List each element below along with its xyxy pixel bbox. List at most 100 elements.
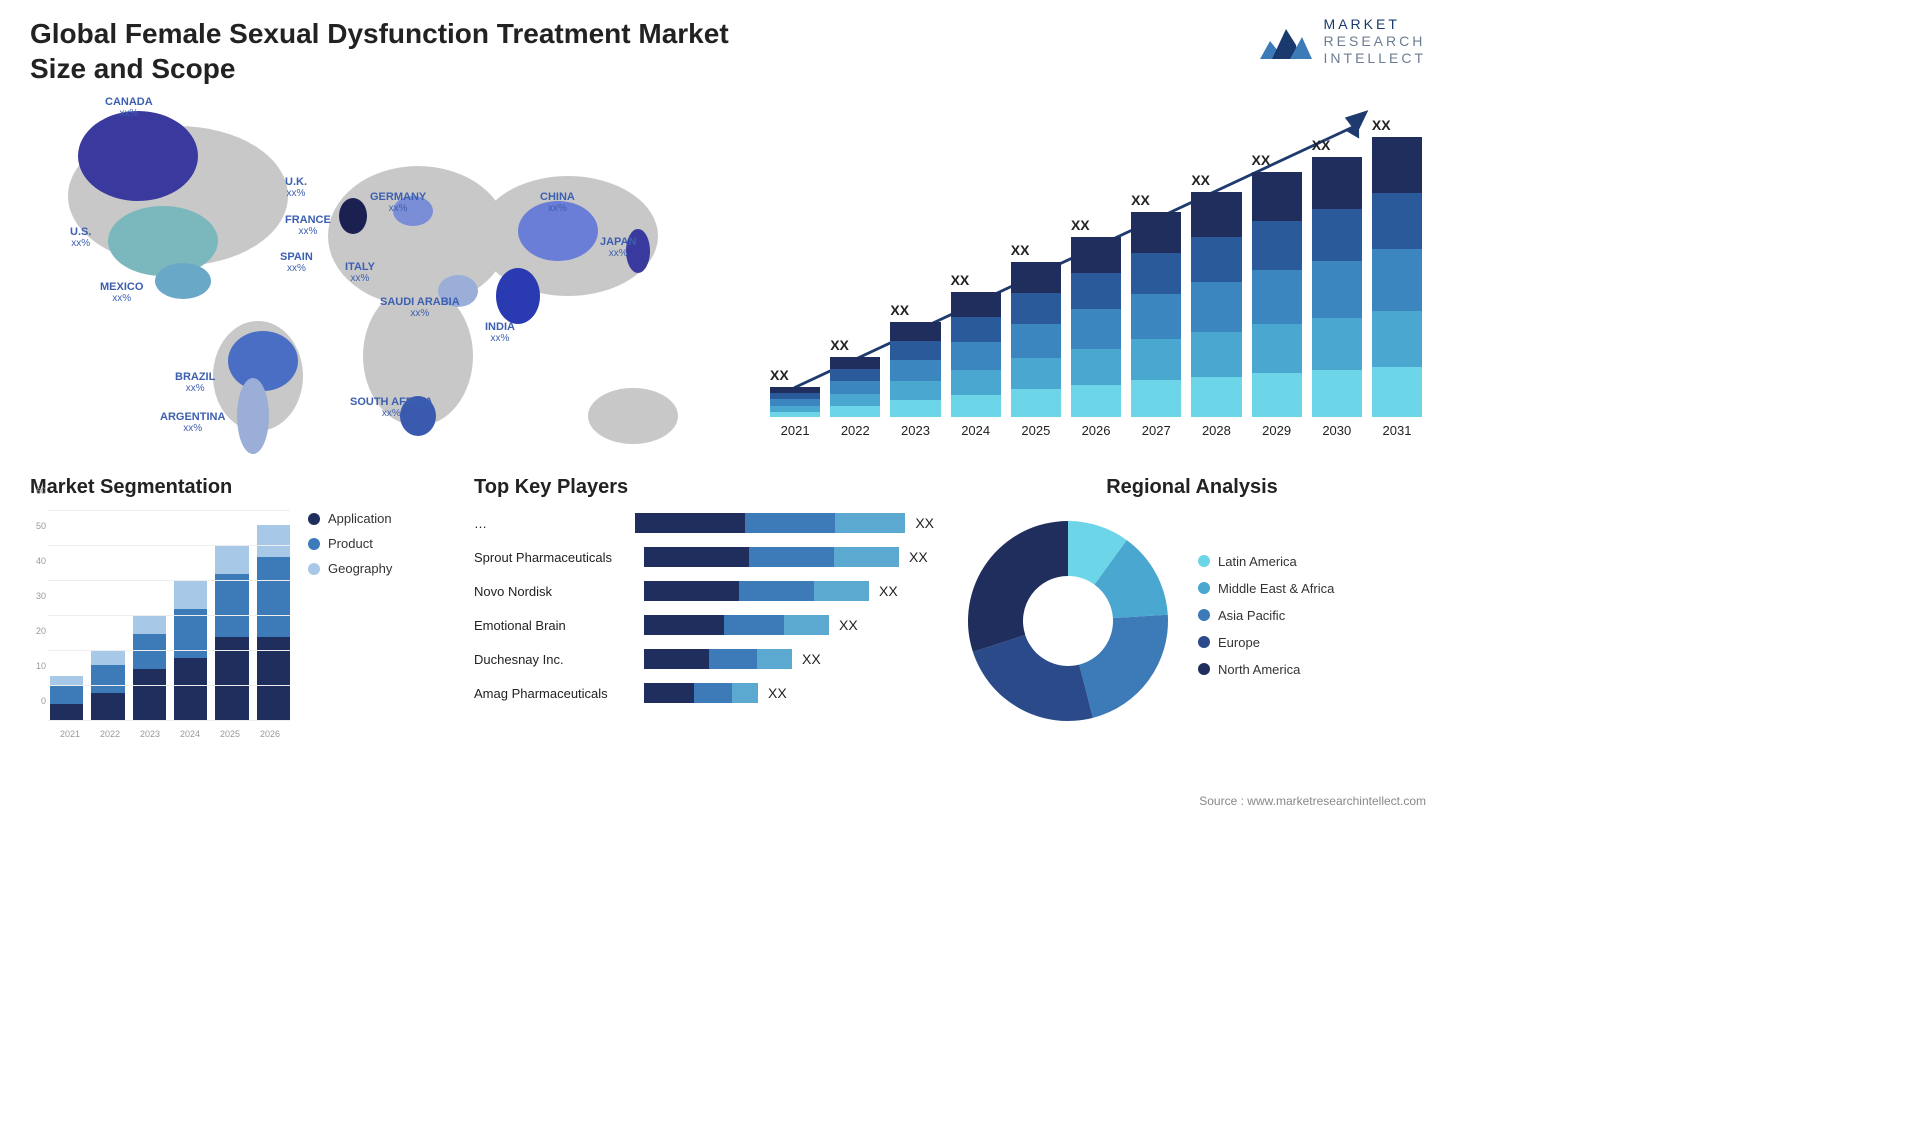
country-label: MEXICOxx% — [100, 281, 143, 304]
player-name: Sprout Pharmaceuticals — [474, 550, 644, 565]
growth-bar: XX2031 — [1372, 137, 1422, 438]
growth-bar-value: XX — [830, 337, 849, 353]
segmentation-panel: Market Segmentation 0102030405060 202120… — [30, 476, 450, 741]
logo-mark-icon — [1258, 19, 1314, 63]
player-row: … XX — [474, 511, 934, 535]
legend-item: Asia Pacific — [1198, 608, 1334, 623]
segmentation-bar — [91, 651, 124, 721]
regional-title: Regional Analysis — [958, 476, 1426, 499]
key-players-title: Top Key Players — [474, 476, 934, 499]
growth-bar: XX2025 — [1011, 262, 1061, 438]
legend-item: North America — [1198, 662, 1334, 677]
growth-bar-value: XX — [1011, 242, 1030, 258]
growth-bar-value: XX — [1131, 192, 1150, 208]
world-map: CANADAxx% U.S.xx% MEXICOxx% BRAZILxx% ARGENT… — [30, 96, 746, 466]
segmentation-bar — [133, 616, 166, 721]
growth-bar-year: 2031 — [1383, 423, 1412, 438]
regional-panel: Regional Analysis Latin America Middle Ea… — [958, 476, 1426, 741]
growth-bar-year: 2028 — [1202, 423, 1231, 438]
player-row: Duchesnay Inc.XX — [474, 647, 934, 671]
donut-slice — [1079, 615, 1168, 718]
country-label: SAUDI ARABIAxx% — [380, 296, 460, 319]
page-title: Global Female Sexual Dysfunction Treatme… — [30, 16, 770, 86]
legend-item: Europe — [1198, 635, 1334, 650]
country-label: U.K.xx% — [285, 176, 307, 199]
segmentation-bar — [50, 676, 83, 722]
player-name: … — [474, 516, 635, 531]
logo-text-1: MARKET — [1324, 16, 1426, 33]
player-value: XX — [915, 515, 934, 531]
player-name: Amag Pharmaceuticals — [474, 686, 644, 701]
country-label: SOUTH AFRICAxx% — [350, 396, 433, 419]
growth-bar-value: XX — [951, 272, 970, 288]
player-row: Emotional Brain XX — [474, 613, 934, 637]
segmentation-year: 2024 — [170, 729, 210, 739]
country-label: CANADAxx% — [105, 96, 153, 119]
growth-bar: XX2023 — [890, 322, 940, 438]
logo-text-2: RESEARCH — [1324, 33, 1426, 50]
player-row: Novo NordiskXX — [474, 579, 934, 603]
growth-bar-value: XX — [770, 367, 789, 383]
legend-item: Middle East & Africa — [1198, 581, 1334, 596]
country-label: ARGENTINAxx% — [160, 411, 225, 434]
donut-slice — [968, 521, 1068, 652]
growth-bar: XX2024 — [951, 292, 1001, 438]
growth-bar: XX2021 — [770, 387, 820, 438]
segmentation-bar — [215, 546, 248, 721]
segmentation-year: 2026 — [250, 729, 290, 739]
player-value: XX — [909, 549, 928, 565]
growth-bar-year: 2029 — [1262, 423, 1291, 438]
player-value: XX — [802, 651, 821, 667]
segmentation-year: 2025 — [210, 729, 250, 739]
player-value: XX — [879, 583, 898, 599]
key-players-chart: …XXSprout PharmaceuticalsXXNovo NordiskX… — [474, 511, 934, 705]
source-text: Source : www.marketresearchintellect.com — [1199, 794, 1426, 808]
growth-bar-value: XX — [1252, 152, 1271, 168]
growth-bar-year: 2021 — [781, 423, 810, 438]
segmentation-year: 2022 — [90, 729, 130, 739]
growth-bar-value: XX — [1191, 172, 1210, 188]
growth-bar-year: 2025 — [1021, 423, 1050, 438]
country-label: CHINAxx% — [540, 191, 575, 214]
logo-text-3: INTELLECT — [1324, 50, 1426, 67]
growth-bar: XX2029 — [1252, 172, 1302, 438]
regional-donut — [958, 511, 1178, 731]
growth-bar-value: XX — [1312, 137, 1331, 153]
regional-legend: Latin America Middle East & Africa Asia Pa… — [1198, 554, 1334, 689]
player-name: Emotional Brain — [474, 618, 644, 633]
country-label: U.S.xx% — [70, 226, 91, 249]
growth-bar: XX2026 — [1071, 237, 1121, 438]
player-value: XX — [839, 617, 858, 633]
country-label: BRAZILxx% — [175, 371, 215, 394]
legend-item: Application — [308, 511, 392, 526]
growth-bar-year: 2022 — [841, 423, 870, 438]
legend-item: Latin America — [1198, 554, 1334, 569]
growth-bar-year: 2026 — [1082, 423, 1111, 438]
growth-chart: XX2021XX2022XX2023XX2024XX2025XX2026XX20… — [766, 96, 1426, 466]
brand-logo: MARKET RESEARCH INTELLECT — [1258, 16, 1426, 66]
growth-bar-year: 2024 — [961, 423, 990, 438]
growth-bar: XX2027 — [1131, 212, 1181, 438]
player-row: Amag Pharmaceuticals XX — [474, 681, 934, 705]
country-label: INDIAxx% — [485, 321, 515, 344]
growth-bar: XX2030 — [1312, 157, 1362, 438]
growth-bar-value: XX — [1372, 117, 1391, 133]
country-label: GERMANYxx% — [370, 191, 426, 214]
country-label: SPAINxx% — [280, 251, 313, 274]
growth-bar: XX2028 — [1191, 192, 1241, 438]
country-label: JAPANxx% — [600, 236, 636, 259]
growth-bar-value: XX — [890, 302, 909, 318]
legend-item: Geography — [308, 561, 392, 576]
player-row: Sprout Pharmaceuticals XX — [474, 545, 934, 569]
segmentation-title: Market Segmentation — [30, 476, 450, 499]
growth-bar-value: XX — [1071, 217, 1090, 233]
segmentation-legend: ApplicationProductGeography — [308, 511, 392, 741]
donut-slice — [973, 635, 1093, 721]
player-value: XX — [768, 685, 787, 701]
segmentation-bar — [174, 581, 207, 721]
growth-bar-year: 2023 — [901, 423, 930, 438]
segmentation-bar — [257, 525, 290, 721]
growth-bar-year: 2027 — [1142, 423, 1171, 438]
segmentation-chart: 0102030405060 202120222023202420252026 — [30, 511, 290, 741]
segmentation-year: 2023 — [130, 729, 170, 739]
